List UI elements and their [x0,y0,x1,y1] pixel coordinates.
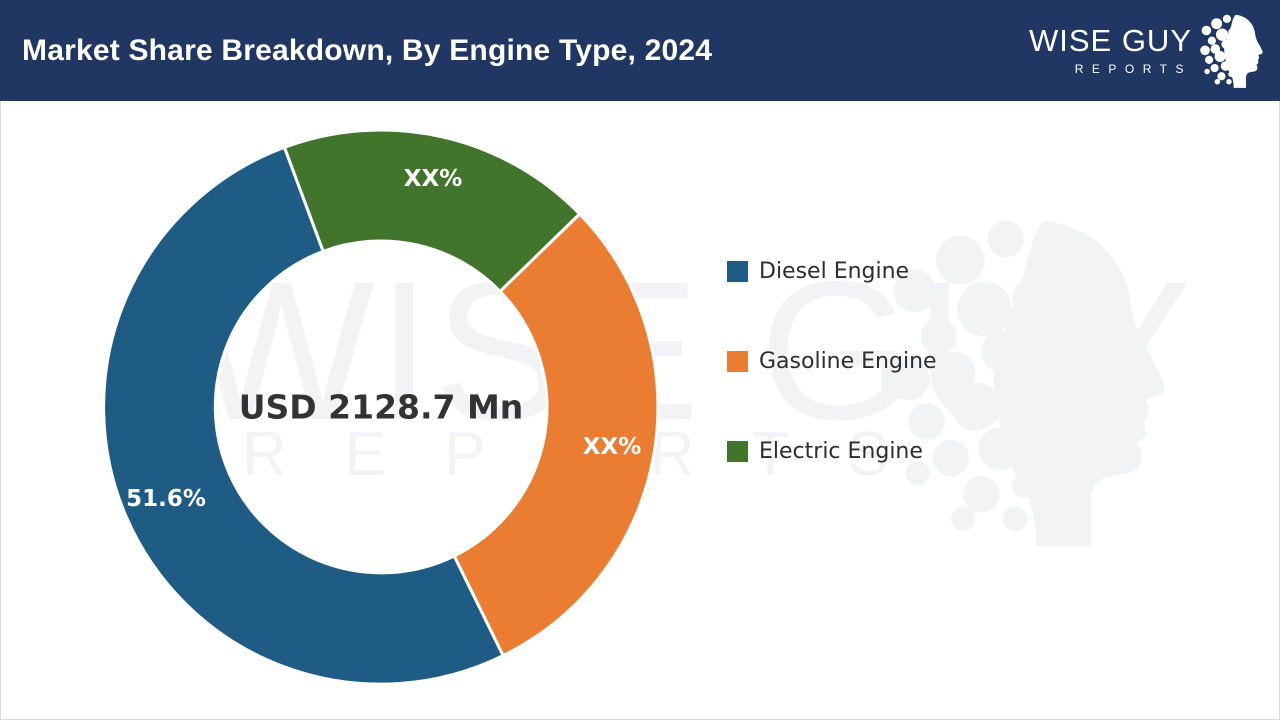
chart-legend: Diesel Engine Gasoline Engine Electric Eng… [727,257,937,465]
legend-swatch-electric-engine [727,440,748,462]
pie-slice-diesel-engine [102,145,505,686]
legend-label-electric-engine: Electric Engine [759,438,923,464]
dotted-head-icon [1200,14,1263,88]
slice-label-diesel-engine: 51.6% [126,486,206,512]
slice-label-electric-engine: XX% [403,166,463,192]
legend-swatch-gasoline-engine [727,350,748,372]
legend-item-gasoline-engine: Gasoline Engine [727,347,937,375]
page-title: Market Share Breakdown, By Engine Type, … [22,33,713,67]
pie-slice-gasoline-engine [452,212,660,658]
pie-slice-electric-engine [282,128,582,293]
slice-label-gasoline-engine: XX% [582,434,642,460]
legend-swatch-diesel-engine [727,260,748,282]
wise-guy-reports-logo: WISE GUY REPORTS [1029,10,1266,92]
logo-wordmark: WISE GUY [1028,23,1192,58]
title-bar: Market Share Breakdown, By Engine Type, … [0,0,1280,101]
legend-label-diesel-engine: Diesel Engine [759,258,910,284]
legend-item-electric-engine: Electric Engine [727,437,937,465]
logo-subtitle: REPORTS [1074,62,1192,76]
legend-label-gasoline-engine: Gasoline Engine [759,348,937,374]
chart-center-value: USD 2128.7 Mn [238,387,524,427]
watermark-head-icon [887,220,1165,547]
logo-text: WISE GUY REPORTS [1029,25,1192,76]
legend-item-diesel-engine: Diesel Engine [727,257,937,285]
